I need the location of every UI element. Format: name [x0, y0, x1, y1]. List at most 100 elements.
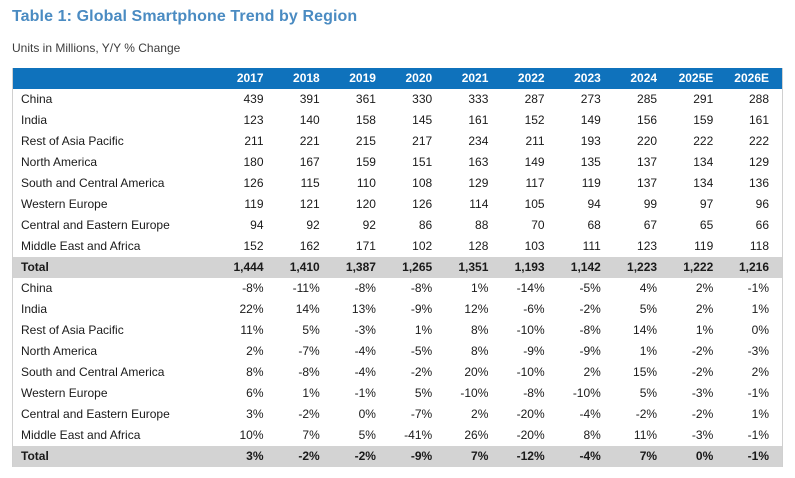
cell-value: 134: [693, 155, 714, 169]
cell-value: 145: [412, 113, 433, 127]
cell-value: 1,216: [726, 257, 783, 278]
table-row: Central and Eastern Europe 3% -2% 0% -7% 2% -2…: [13, 404, 783, 425]
cell-value: 7%: [445, 446, 502, 467]
cell-value: 1,444: [220, 257, 277, 278]
cell-value: 2%: [471, 407, 489, 421]
cell-value: -2%: [691, 344, 714, 358]
cell-value: 66: [755, 218, 769, 232]
cell-value: 211: [525, 134, 545, 148]
cell-value: 129: [748, 155, 769, 169]
region-label: Western Europe: [21, 197, 108, 211]
cell-value: -1%: [747, 428, 769, 442]
year-column-header: 2022: [501, 68, 558, 89]
cell-value: -4%: [557, 446, 614, 467]
cell-value: -10%: [460, 386, 489, 400]
cell-value: 3%: [220, 446, 277, 467]
region-label: China: [21, 92, 53, 106]
table-header: 2017 2018 2019 2020 2021 2022 2023 2024 2025E 202…: [12, 68, 783, 89]
cell-value: 10%: [239, 428, 264, 442]
cell-value: 0%: [751, 323, 769, 337]
cell-value: -9%: [388, 446, 446, 467]
cell-value: 13%: [351, 302, 376, 316]
table-row: Middle East and Africa 10% 7% 5% -41% 26% -20%…: [13, 425, 783, 446]
cell-value: 5%: [302, 323, 320, 337]
table-row: India 123 140 158 145 161 152 149 156 159 161: [13, 110, 783, 131]
cell-value: 136: [748, 176, 769, 190]
cell-value: -10%: [516, 365, 545, 379]
cell-value: 149: [580, 113, 601, 127]
cell-value: 1,265: [388, 257, 446, 278]
cell-value: -41%: [404, 428, 433, 442]
cell-value: -8%: [410, 281, 433, 295]
cell-value: 152: [243, 239, 264, 253]
cell-value: -20%: [516, 428, 545, 442]
cell-value: 1%: [302, 386, 320, 400]
year-column-header: 2025E: [670, 68, 727, 89]
cell-value: 119: [581, 176, 601, 190]
cell-value: -1%: [354, 386, 376, 400]
cell-value: 220: [637, 134, 658, 148]
source-note: Source: Omdia, J.P. Morgan estimates.: [12, 476, 783, 478]
cell-value: -12%: [501, 446, 558, 467]
cell-value: -1%: [726, 446, 783, 467]
cell-value: 26%: [464, 428, 489, 442]
cell-value: 117: [525, 176, 545, 190]
region-label: Total: [12, 446, 221, 467]
table-row: China 439 391 361 330 333 287 273 285 291 288: [13, 89, 783, 110]
cell-value: 161: [748, 113, 769, 127]
cell-value: 8%: [471, 323, 489, 337]
cell-value: 119: [694, 239, 714, 253]
region-label: South and Central America: [21, 365, 165, 379]
cell-value: 171: [355, 239, 376, 253]
cell-value: 2%: [246, 344, 264, 358]
cell-value: 20%: [464, 365, 489, 379]
cell-value: 129: [468, 176, 489, 190]
cell-value: 137: [637, 155, 658, 169]
cell-value: -9%: [410, 302, 433, 316]
cell-value: 1,387: [332, 257, 389, 278]
cell-value: -3%: [354, 323, 376, 337]
smartphone-trend-table: 2017 2018 2019 2020 2021 2022 2023 2024 2025E 202…: [12, 68, 783, 467]
region-label: Middle East and Africa: [21, 239, 141, 253]
cell-value: 86: [418, 218, 433, 232]
cell-value: 2%: [695, 302, 714, 316]
table-row: South and Central America 126 115 110 108 129…: [13, 173, 783, 194]
cell-value: -2%: [410, 365, 433, 379]
cell-value: 2%: [695, 281, 714, 295]
cell-value: -8%: [298, 365, 320, 379]
cell-value: 68: [587, 218, 601, 232]
year-column-header: 2021: [445, 68, 502, 89]
region-label: Total: [12, 257, 221, 278]
cell-value: 2%: [583, 365, 601, 379]
cell-value: -8%: [354, 281, 376, 295]
cell-value: 158: [355, 113, 376, 127]
region-label: Western Europe: [21, 386, 108, 400]
region-label: Rest of Asia Pacific: [21, 323, 124, 337]
cell-value: 1,223: [613, 257, 671, 278]
cell-value: 330: [412, 92, 433, 106]
cell-value: 92: [306, 218, 320, 232]
cell-value: 5%: [639, 386, 658, 400]
cell-value: 123: [637, 239, 658, 253]
region-label: Rest of Asia Pacific: [21, 134, 124, 148]
cell-value: 1%: [695, 323, 714, 337]
region-label: China: [21, 281, 53, 295]
cell-value: -8%: [242, 281, 264, 295]
cell-value: 287: [524, 92, 545, 106]
cell-value: 8%: [246, 365, 264, 379]
table-row: Western Europe 119 121 120 126 114 105 94 99 97 96: [13, 194, 783, 215]
cell-value: 97: [699, 197, 714, 211]
cell-value: 140: [299, 113, 320, 127]
cell-value: -2%: [635, 407, 658, 421]
cell-value: 156: [637, 113, 658, 127]
cell-value: 135: [580, 155, 601, 169]
table-row: India 22% 14% 13% -9% 12% -6% -2% 5% 2% 1%: [13, 299, 783, 320]
cell-value: -2%: [691, 407, 714, 421]
table-row: Rest of Asia Pacific 11% 5% -3% 1% 8% -10% -8% 1…: [13, 320, 783, 341]
cell-value: 221: [299, 134, 320, 148]
cell-value: 215: [355, 134, 376, 148]
cell-value: -20%: [516, 407, 545, 421]
cell-value: 7%: [613, 446, 671, 467]
cell-value: 99: [643, 197, 658, 211]
